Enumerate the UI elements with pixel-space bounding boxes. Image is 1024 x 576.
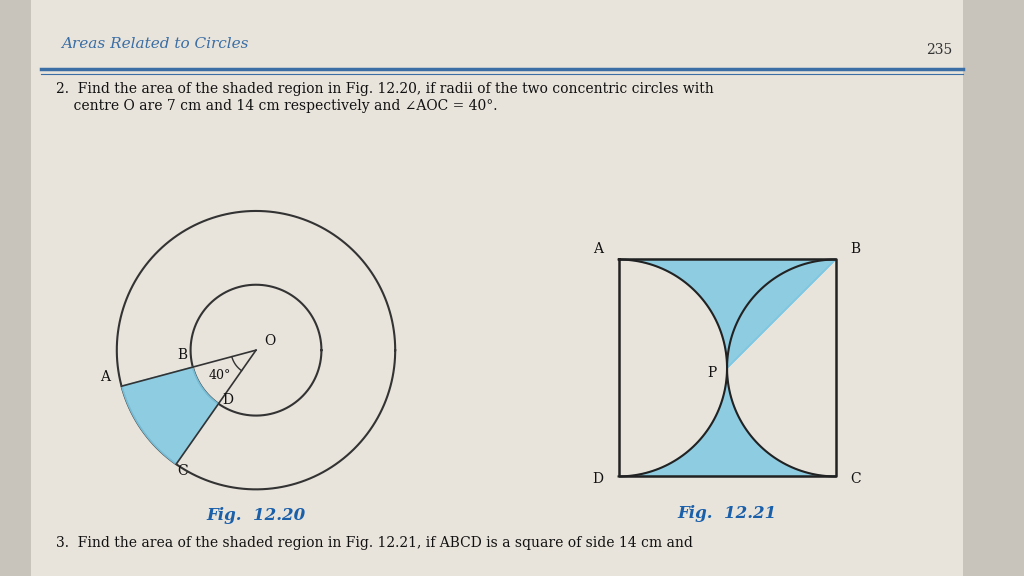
Text: B: B xyxy=(177,348,187,362)
Text: B: B xyxy=(851,242,861,256)
Text: O: O xyxy=(264,334,275,347)
Text: centre O are 7 cm and 14 cm respectively and ∠AOC = 40°.: centre O are 7 cm and 14 cm respectively… xyxy=(56,99,498,113)
Polygon shape xyxy=(122,367,218,464)
Text: 2.  Find the area of the shaded region in Fig. 12.20, if radii of the two concen: 2. Find the area of the shaded region in… xyxy=(56,82,714,96)
Text: P: P xyxy=(708,366,717,380)
Text: Fig.  12.21: Fig. 12.21 xyxy=(678,505,776,522)
Polygon shape xyxy=(618,260,836,368)
Text: Fig.  12.20: Fig. 12.20 xyxy=(207,507,305,524)
Polygon shape xyxy=(618,368,836,476)
Text: A: A xyxy=(100,370,111,384)
Text: C: C xyxy=(851,472,861,486)
Text: A: A xyxy=(593,242,603,256)
Text: D: D xyxy=(222,393,233,407)
Text: D: D xyxy=(593,472,603,486)
Text: 3.  Find the area of the shaded region in Fig. 12.21, if ABCD is a square of sid: 3. Find the area of the shaded region in… xyxy=(56,536,693,550)
Text: 40°: 40° xyxy=(208,369,230,382)
Text: 235: 235 xyxy=(926,43,952,57)
Text: C: C xyxy=(177,464,188,478)
Text: Areas Related to Circles: Areas Related to Circles xyxy=(61,37,249,51)
